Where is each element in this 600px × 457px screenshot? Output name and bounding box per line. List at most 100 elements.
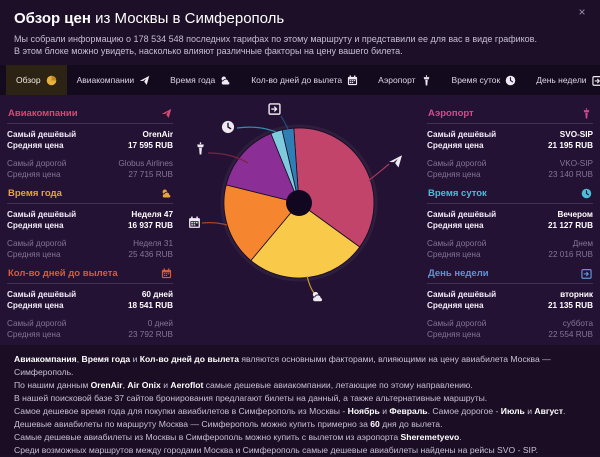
stat-label: Самый дешёвый xyxy=(7,210,77,219)
pie-slice-airlines[interactable] xyxy=(293,127,375,248)
footer-line: Авиакомпания, Время года и Кол-во дней д… xyxy=(14,353,586,379)
callout-line-days-before xyxy=(201,222,228,226)
footer-text: . xyxy=(563,406,566,416)
content-area: Авиакомпании Самый дешёвый OrenAir Средняя … xyxy=(0,95,600,345)
header: Обзор цен из Москвы в Симферополь × Мы с… xyxy=(0,0,600,65)
stat-row: Самый дешёвый OrenAir xyxy=(7,129,173,140)
pie-slice-seasons[interactable] xyxy=(250,202,361,279)
stat-label: Самый дорогой xyxy=(427,159,487,168)
section-rows: Самый дешёвый Неделя 47 Средняя цена 16 937… xyxy=(7,204,173,260)
pie-slice-days-before[interactable] xyxy=(223,184,300,262)
stat-value: 21 127 RUB xyxy=(547,221,593,230)
section-rows: Самый дешёвый OrenAir Средняя цена 17 595 R… xyxy=(7,124,173,180)
pie-chart-area xyxy=(178,101,423,346)
page-title: Обзор цен из Москвы в Симферополь xyxy=(14,10,285,27)
tab-days-before[interactable]: Кол-во дней до вылета xyxy=(241,65,368,95)
footer-text: дня до вылета. xyxy=(379,419,443,429)
stat-value: 21 135 RUB xyxy=(547,301,593,310)
stat-value: 23 792 RUB xyxy=(128,330,173,339)
tab-overview[interactable]: Обзор xyxy=(6,65,67,95)
footer-text: , xyxy=(76,354,82,364)
section-weekday: День недели Самый дешёвый вторник Средняя ц… xyxy=(427,267,593,340)
section-title: Кол-во дней до вылета xyxy=(8,268,118,279)
season-icon xyxy=(221,76,231,85)
footer-line: Среди возможных маршрутов между городами… xyxy=(14,444,586,457)
stat-row: Самый дорогой 0 дней xyxy=(7,318,173,329)
tab-label: Авиакомпании xyxy=(76,75,135,85)
stat-label: Самый дешёвый xyxy=(427,290,497,299)
stat-label: Самый дешёвый xyxy=(427,130,497,139)
stat-row: Средняя цена 25 436 RUB xyxy=(7,249,173,260)
stat-value: 22 554 RUB xyxy=(548,330,593,339)
stat-row: Средняя цена 21 135 RUB xyxy=(427,300,593,311)
section-header-seasons: Время года xyxy=(7,187,173,204)
stat-row: Средняя цена 22 016 RUB xyxy=(427,249,593,260)
stat-row: Самый дешёвый вторник xyxy=(427,289,593,300)
stat-row: Самый дорогой Globus Airlines xyxy=(7,158,173,169)
section-seasons: Время года Самый дешёвый Неделя 47 Средняя … xyxy=(7,187,173,260)
footer-bold-term: Время года xyxy=(81,354,131,364)
stat-row: Средняя цена 22 554 RUB xyxy=(427,329,593,340)
stat-row: Средняя цена 18 541 RUB xyxy=(7,300,173,311)
stat-value: Днем xyxy=(572,239,593,248)
tab-label: Время года xyxy=(170,75,216,85)
tab-airlines[interactable]: Авиакомпании xyxy=(67,65,161,95)
stat-label: Самый дорогой xyxy=(427,319,487,328)
tab-time-of-day[interactable]: Время суток xyxy=(442,65,527,95)
tab-label: День недели xyxy=(536,75,587,85)
stat-label: Средняя цена xyxy=(7,250,61,259)
pie-slice-airport[interactable] xyxy=(225,132,300,204)
section-header-airport: Аэропорт xyxy=(427,107,593,124)
tower-icon xyxy=(583,108,590,119)
pie-glow-ring xyxy=(220,124,378,282)
stat-value: 17 595 RUB xyxy=(127,141,173,150)
stat-label: Самый дорогой xyxy=(7,319,67,328)
season-icon xyxy=(312,291,323,303)
stat-row: Средняя цена 16 937 RUB xyxy=(7,220,173,231)
stat-row: Самый дорогой Днем xyxy=(427,238,593,249)
stat-row: Средняя цена 23 792 RUB xyxy=(7,329,173,340)
footer-bold-term: 60 xyxy=(370,419,380,429)
footer-text: Дешевые авиабилеты по маршруту Москва — … xyxy=(14,419,371,429)
tab-label: Кол-во дней до вылета xyxy=(251,75,343,85)
tab-label: Обзор xyxy=(16,75,41,85)
footer-bold-term: OrenAir xyxy=(90,380,123,390)
tab-weekday[interactable]: День недели xyxy=(526,65,600,95)
footer-bold-term: Август xyxy=(534,406,564,416)
stat-value: OrenAir xyxy=(142,130,173,139)
section-title: Аэропорт xyxy=(428,108,474,119)
stat-row: Средняя цена 27 715 RUB xyxy=(7,169,173,180)
tab-seasons[interactable]: Время года xyxy=(160,65,241,95)
stat-label: Средняя цена xyxy=(427,301,484,310)
stat-row: Самый дорогой суббота xyxy=(427,318,593,329)
stat-value: SVO-SIP xyxy=(559,130,593,139)
tab-label: Время суток xyxy=(451,75,501,85)
stat-row: Средняя цена 21 195 RUB xyxy=(427,140,593,151)
close-button[interactable]: × xyxy=(574,4,590,20)
footer-text: являются основными факторами, влияющими … xyxy=(14,354,551,377)
stat-value: 22 016 RUB xyxy=(548,250,593,259)
stat-value: 18 541 RUB xyxy=(127,301,173,310)
footer-line: Самое дешевое время года для покупки ави… xyxy=(14,405,586,418)
footer-text: и xyxy=(379,406,390,416)
plane-icon xyxy=(139,75,150,85)
clock-icon xyxy=(581,188,592,199)
tower-icon xyxy=(197,142,204,155)
stat-value: Globus Airlines xyxy=(118,159,173,168)
stat-row: Средняя цена 21 127 RUB xyxy=(427,220,593,231)
section-title: Авиакомпании xyxy=(8,108,78,119)
stat-value: 60 дней xyxy=(141,290,173,299)
stat-row: Самый дорогой Неделя 31 xyxy=(7,238,173,249)
tab-airport[interactable]: Аэропорт xyxy=(368,65,441,95)
section-title: Время года xyxy=(8,188,62,199)
footer-bold-term: Air Onix xyxy=(127,380,161,390)
footer-text: самые дешевые авиакомпании, летающие по … xyxy=(203,380,473,390)
stat-label: Средняя цена xyxy=(427,170,481,179)
footer-line: В нашей поисковой базе 37 сайтов брониро… xyxy=(14,392,586,405)
stat-row: Самый дешёвый Вечером xyxy=(427,209,593,220)
plane-icon xyxy=(389,155,402,168)
stat-label: Средняя цена xyxy=(7,330,61,339)
stat-label: Самый дорогой xyxy=(7,159,67,168)
calendar-icon xyxy=(161,268,172,279)
